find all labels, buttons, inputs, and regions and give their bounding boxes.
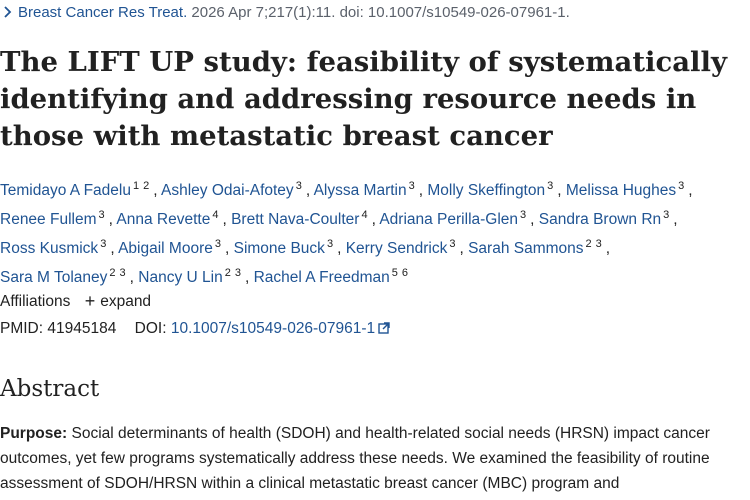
affiliation-ref[interactable]: 3 (234, 267, 241, 279)
doi-link[interactable]: 10.1007/s10549-026-07961-1 (171, 320, 390, 337)
expand-affiliations-button[interactable]: + expand (84, 291, 152, 311)
citation-details: 2026 Apr 7;217(1):11. doi: 10.1007/s1054… (191, 4, 570, 21)
author-item: Simone Buck 3 (233, 238, 337, 257)
author-name-link[interactable]: Melissa Hughes (565, 182, 677, 199)
affiliation-ref[interactable]: 2 (109, 267, 116, 279)
author-affiliation-refs: 3 (547, 180, 557, 192)
author-name-link[interactable]: Abigail Moore (118, 240, 213, 257)
external-link-icon[interactable] (378, 322, 390, 334)
author-item: Adriana Perilla-Glen 3 (379, 209, 530, 228)
journal-link[interactable]: Breast Cancer Res Treat. (18, 4, 188, 21)
author-name-link[interactable]: Temidayo A Fadelu (0, 182, 131, 199)
affiliation-ref[interactable]: 3 (214, 238, 221, 250)
author-name-link[interactable]: Adriana Perilla-Glen (379, 211, 519, 228)
affiliation-ref[interactable]: 4 (361, 209, 368, 221)
affiliations-row: Affiliations + expand (0, 291, 151, 312)
doi-label: DOI: (134, 320, 167, 337)
author-affiliation-refs: 3 (520, 209, 530, 221)
pmid-label: PMID: (0, 320, 44, 337)
author-affiliation-refs: 3 (215, 238, 225, 250)
author-affiliation-refs: 3 (678, 180, 688, 192)
author-item: Brett Nava-Coulter 4 (231, 209, 371, 228)
author-item: Nancy U Lin 2 3 (138, 267, 245, 286)
author-item: Alyssa Martin 3 (313, 180, 419, 199)
author-item: Molly Skeffington 3 (427, 180, 557, 199)
affiliation-ref[interactable]: 3 (98, 209, 105, 221)
purpose-text: Social determinants of health (SDOH) and… (0, 425, 710, 492)
abstract-heading: Abstract (0, 376, 100, 402)
affiliation-ref[interactable]: 3 (100, 238, 107, 250)
chevron-right-icon[interactable] (2, 6, 14, 18)
author-name-link[interactable]: Sandra Brown Rn (538, 211, 662, 228)
author-item: Abigail Moore 3 (118, 238, 225, 257)
author-item: Sandra Brown Rn 3 (538, 209, 673, 228)
author-name-link[interactable]: Rachel A Freedman (253, 269, 390, 286)
author-name-link[interactable]: Nancy U Lin (138, 269, 223, 286)
affiliation-ref[interactable]: 3 (595, 238, 602, 250)
author-item: Sarah Sammons 2 3 (468, 238, 606, 257)
identifiers-row: PMID: 41945184 DOI: 10.1007/s10549-026-0… (0, 320, 390, 338)
author-name-link[interactable]: Alyssa Martin (313, 182, 407, 199)
author-item: Ross Kusmick 3 (0, 238, 110, 257)
affiliation-ref[interactable]: 2 (585, 238, 592, 250)
citation-line: Breast Cancer Res Treat. 2026 Apr 7;217(… (2, 4, 570, 21)
affiliation-ref[interactable]: 4 (212, 209, 219, 221)
doi-value[interactable]: 10.1007/s10549-026-07961-1 (170, 320, 376, 337)
affiliation-ref[interactable]: 3 (520, 209, 527, 221)
author-affiliation-refs: 3 (100, 238, 110, 250)
author-affiliation-refs: 3 (327, 238, 337, 250)
article-title: The LIFT UP study: feasibility of system… (0, 46, 727, 152)
author-item: Rachel A Freedman 5 6 (253, 267, 412, 286)
affiliation-ref[interactable]: 3 (547, 180, 554, 192)
affiliation-ref[interactable]: 2 (224, 267, 231, 279)
author-affiliation-refs: 3 (663, 209, 673, 221)
author-name-link[interactable]: Simone Buck (233, 240, 325, 257)
affiliation-ref[interactable]: 3 (408, 180, 415, 192)
author-item: Melissa Hughes 3 (565, 180, 688, 199)
abstract-purpose: Purpose: Social determinants of health (… (0, 421, 748, 496)
author-item: Anna Revette 4 (116, 209, 222, 228)
author-affiliation-refs: 3 (449, 238, 459, 250)
affiliation-ref[interactable]: 3 (295, 180, 302, 192)
author-name-link[interactable]: Ashley Odai-Afotey (161, 182, 294, 199)
author-name-link[interactable]: Sara M Tolaney (0, 269, 108, 286)
affiliations-label: Affiliations (0, 293, 71, 310)
author-affiliation-refs: 3 (99, 209, 109, 221)
author-item: Sara M Tolaney 2 3 (0, 267, 130, 286)
author-item: Temidayo A Fadelu 1 2 (0, 180, 153, 199)
author-affiliation-refs: 3 (409, 180, 419, 192)
affiliation-ref[interactable]: 5 (391, 267, 398, 279)
author-item: Kerry Sendrick 3 (345, 238, 460, 257)
author-name-link[interactable]: Renee Fullem (0, 211, 97, 228)
author-affiliation-refs: 3 (296, 180, 306, 192)
plus-icon: + (84, 291, 96, 311)
affiliation-ref[interactable]: 2 (143, 180, 150, 192)
author-item: Renee Fullem 3 (0, 209, 109, 228)
author-list: Temidayo A Fadelu 1 2, Ashley Odai-Afotey 3… (0, 180, 693, 286)
author-name-link[interactable]: Kerry Sendrick (345, 240, 448, 257)
affiliation-ref[interactable]: 6 (401, 267, 408, 279)
author-name-link[interactable]: Ross Kusmick (0, 240, 99, 257)
author-affiliation-refs: 4 (212, 209, 222, 221)
author-name-link[interactable]: Brett Nava-Coulter (231, 211, 360, 228)
pmid-value: 41945184 (47, 320, 117, 337)
expand-label: expand (100, 293, 152, 310)
author-name-link[interactable]: Anna Revette (116, 211, 211, 228)
affiliation-ref[interactable]: 3 (119, 267, 126, 279)
affiliation-ref[interactable]: 3 (326, 238, 334, 250)
author-item: Ashley Odai-Afotey 3 (161, 180, 306, 199)
author-name-link[interactable]: Molly Skeffington (427, 182, 546, 199)
affiliation-ref[interactable]: 3 (663, 209, 670, 221)
affiliation-ref[interactable]: 3 (449, 238, 456, 250)
author-affiliation-refs: 4 (361, 209, 371, 221)
affiliation-ref[interactable]: 1 (132, 180, 140, 192)
affiliation-ref[interactable]: 3 (678, 180, 685, 192)
author-name-link[interactable]: Sarah Sammons (468, 240, 584, 257)
purpose-label: Purpose: (0, 425, 68, 442)
